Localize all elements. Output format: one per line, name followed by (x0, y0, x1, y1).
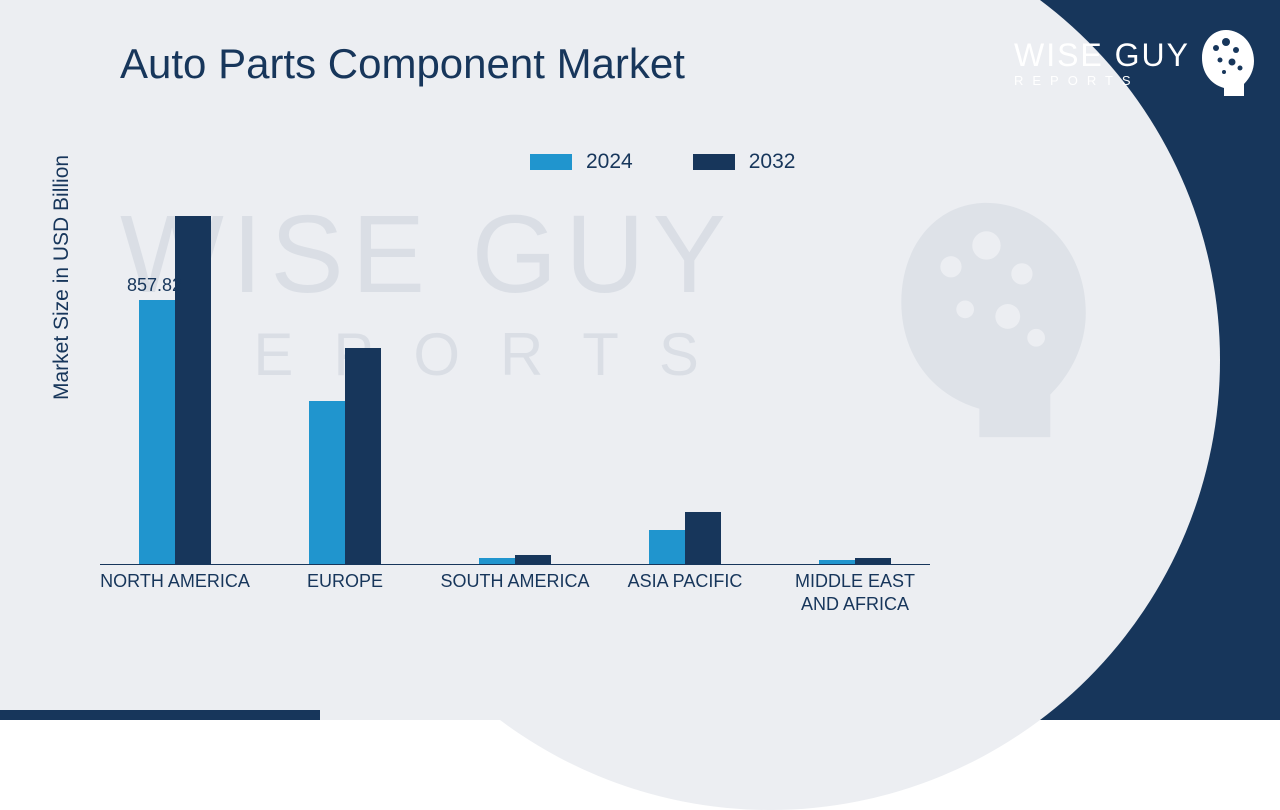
legend: 2024 2032 (530, 150, 795, 174)
x-axis-label: NORTH AMERICA (100, 570, 250, 593)
bar-2024 (309, 401, 345, 564)
bar-group: 857.82 (100, 216, 250, 564)
bar-2024 (649, 530, 685, 564)
bar-2032 (855, 558, 891, 564)
head-icon (1196, 28, 1258, 98)
legend-label: 2032 (749, 150, 796, 174)
bottom-accent-bar (0, 710, 320, 720)
x-axis-label: SOUTH AMERICA (440, 570, 590, 593)
bar-value-label: 857.82 (127, 275, 182, 296)
logo-line1: WISE GUY (1014, 39, 1190, 71)
bar-2024 (479, 558, 515, 564)
bar-group (780, 558, 930, 564)
bar-group (610, 512, 760, 564)
legend-swatch-2024 (530, 154, 572, 170)
plot-area: 857.82 (100, 195, 930, 565)
legend-item: 2032 (693, 150, 796, 174)
chart-title: Auto Parts Component Market (120, 40, 685, 88)
brand-logo: WISE GUY REPORTS (988, 28, 1258, 98)
chart-area: Market Size in USD Billion 2024 2032 857… (60, 150, 940, 670)
x-axis-label: ASIA PACIFIC (610, 570, 760, 593)
bar-2024 (139, 300, 175, 564)
logo-text: WISE GUY REPORTS (1014, 39, 1190, 88)
y-axis-label: Market Size in USD Billion (50, 155, 74, 400)
bar-group (270, 348, 420, 564)
x-axis-label: MIDDLE EAST AND AFRICA (780, 570, 930, 615)
x-axis-label: EUROPE (270, 570, 420, 593)
legend-item: 2024 (530, 150, 633, 174)
bar-2032 (175, 216, 211, 564)
bar-group (440, 555, 590, 564)
bar-2032 (515, 555, 551, 564)
bar-2032 (685, 512, 721, 564)
legend-swatch-2032 (693, 154, 735, 170)
logo-line2: REPORTS (1014, 73, 1190, 88)
bar-2032 (345, 348, 381, 564)
bar-2024 (819, 560, 855, 564)
right-sidebar: WISE GUY REPORTS (960, 0, 1280, 720)
legend-label: 2024 (586, 150, 633, 174)
